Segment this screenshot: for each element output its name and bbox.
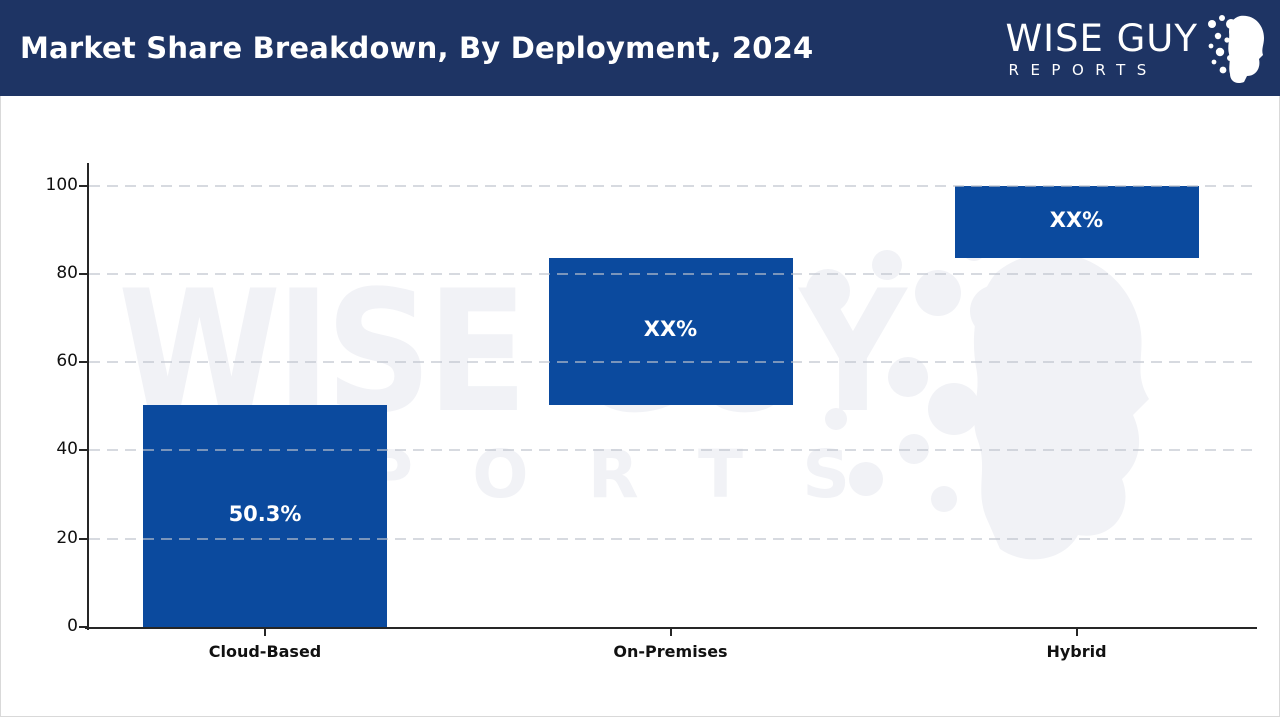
gridline (89, 184, 1256, 187)
x-axis-tick (669, 628, 672, 636)
bar-segment (548, 257, 793, 405)
brand-logo-text: WISE GUY REPORTS (1006, 20, 1198, 78)
bar-value-label: 50.3% (228, 501, 302, 526)
brand-subname: REPORTS (1008, 61, 1158, 79)
y-tick-label: 100 (45, 174, 78, 195)
y-axis-tick (79, 184, 87, 187)
y-axis-tick (79, 272, 87, 275)
gridline (89, 537, 1256, 540)
brand-name: WISE GUY (1005, 17, 1198, 60)
y-tick-label: 40 (56, 439, 78, 460)
bar-value-label: XX% (1049, 207, 1104, 232)
y-axis-tick (79, 537, 87, 540)
y-tick-label: 80 (56, 262, 78, 283)
brand-face-icon (1208, 15, 1264, 84)
brand-logo: WISE GUY REPORTS (1006, 8, 1266, 90)
bar-segment (954, 185, 1199, 258)
x-tick-label: Hybrid (1046, 641, 1107, 661)
gridline (89, 449, 1256, 452)
gridline (89, 272, 1256, 275)
bar-segment (143, 404, 387, 627)
y-tick-label: 60 (56, 351, 78, 372)
y-axis-tick (79, 625, 87, 628)
y-tick-label: 20 (56, 527, 78, 548)
y-axis-spine (87, 163, 89, 630)
bar-value-label: XX% (643, 317, 698, 342)
x-axis-tick (264, 628, 266, 636)
x-tick-label: On-Premises (613, 641, 728, 661)
y-axis-tick (79, 361, 87, 364)
gridline (89, 361, 1256, 364)
header-bar: Market Share Breakdown, By Deployment, 2… (0, 0, 1280, 96)
y-tick-label: 0 (67, 615, 78, 636)
x-axis-tick (1075, 628, 1078, 636)
x-axis-spine (85, 626, 1257, 630)
y-axis-tick (79, 449, 87, 452)
plot-area: 0 20 40 60 80 100 50.3% Cloud-Based XX% On-Premis… (0, 96, 1280, 716)
page-title: Market Share Breakdown, By Deployment, 2… (20, 31, 814, 65)
x-tick-label: Cloud-Based (208, 641, 322, 661)
